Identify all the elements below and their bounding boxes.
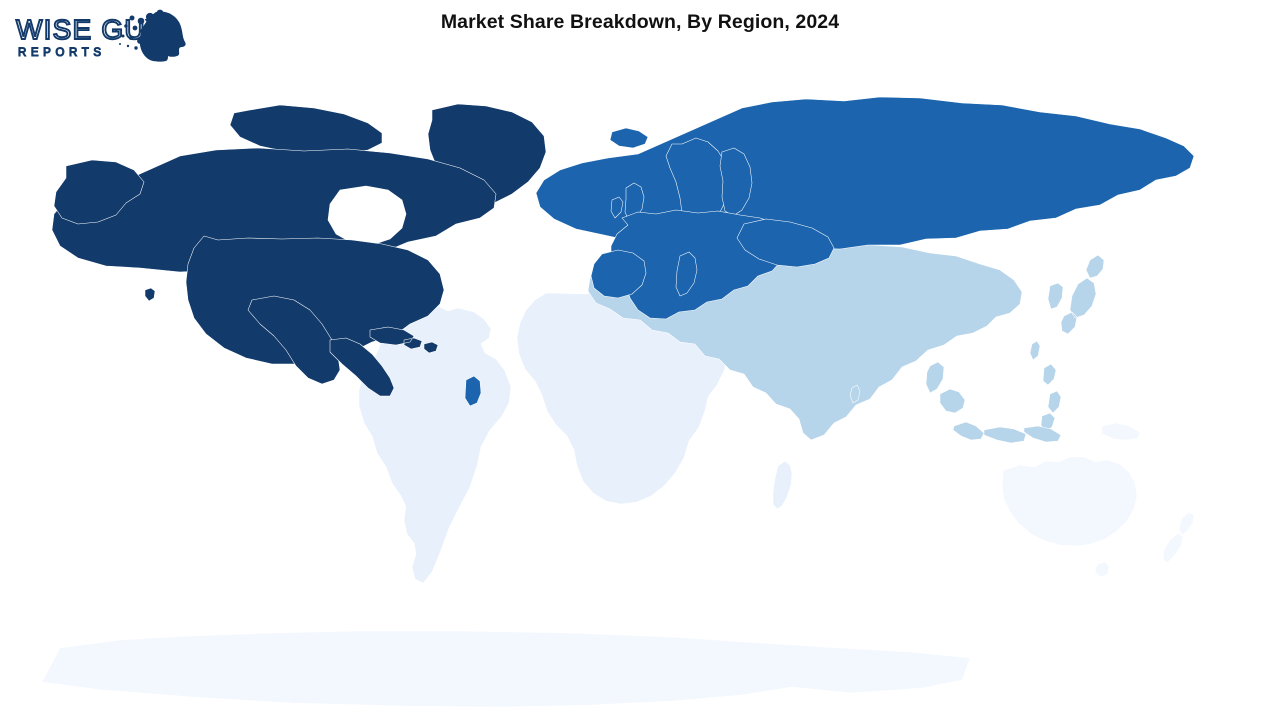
- australia-landmass: [1002, 457, 1137, 546]
- indonesia: [940, 389, 1061, 443]
- region-europe: [465, 97, 1194, 406]
- hawaii: [145, 288, 155, 301]
- chart-title: Market Share Breakdown, By Region, 2024: [440, 11, 840, 33]
- logo-wordmark-secondary: REPORTS: [18, 47, 106, 59]
- korea: [1048, 283, 1063, 309]
- malay-peninsula: [926, 362, 944, 393]
- south-america-landmass: [359, 303, 511, 583]
- caribbean: [370, 327, 438, 353]
- new-zealand: [1163, 512, 1194, 563]
- canadian-arctic: [230, 105, 382, 155]
- world-choropleth-map: [0, 48, 1280, 720]
- tasmania: [1095, 562, 1109, 577]
- madagascar: [773, 461, 792, 509]
- region-north-america: [52, 104, 546, 396]
- region-rest-of-world: [42, 285, 1194, 707]
- italy: [676, 252, 697, 296]
- philippines: [1041, 364, 1061, 432]
- head-network-icon: [114, 9, 186, 62]
- alaska: [54, 160, 144, 224]
- iceland: [610, 128, 648, 148]
- map-svg: [0, 48, 1280, 720]
- finland-baltics: [720, 148, 752, 216]
- papua-new-guinea: [1102, 423, 1140, 440]
- mexico: [248, 296, 340, 384]
- ukraine-eastern-europe: [737, 219, 834, 267]
- logo-artwork: WISE GUY REPORTS: [15, 9, 186, 62]
- antarctica-landmass: [42, 631, 970, 707]
- sri-lanka: [850, 385, 860, 403]
- taiwan: [1030, 341, 1040, 360]
- wise-guy-reports-logo: WISE GUY REPORTS: [8, 6, 198, 62]
- hudson-bay: [328, 186, 406, 245]
- iberia: [591, 250, 646, 298]
- japan: [1061, 255, 1104, 334]
- central-america: [330, 338, 394, 396]
- french-guiana: [465, 376, 481, 406]
